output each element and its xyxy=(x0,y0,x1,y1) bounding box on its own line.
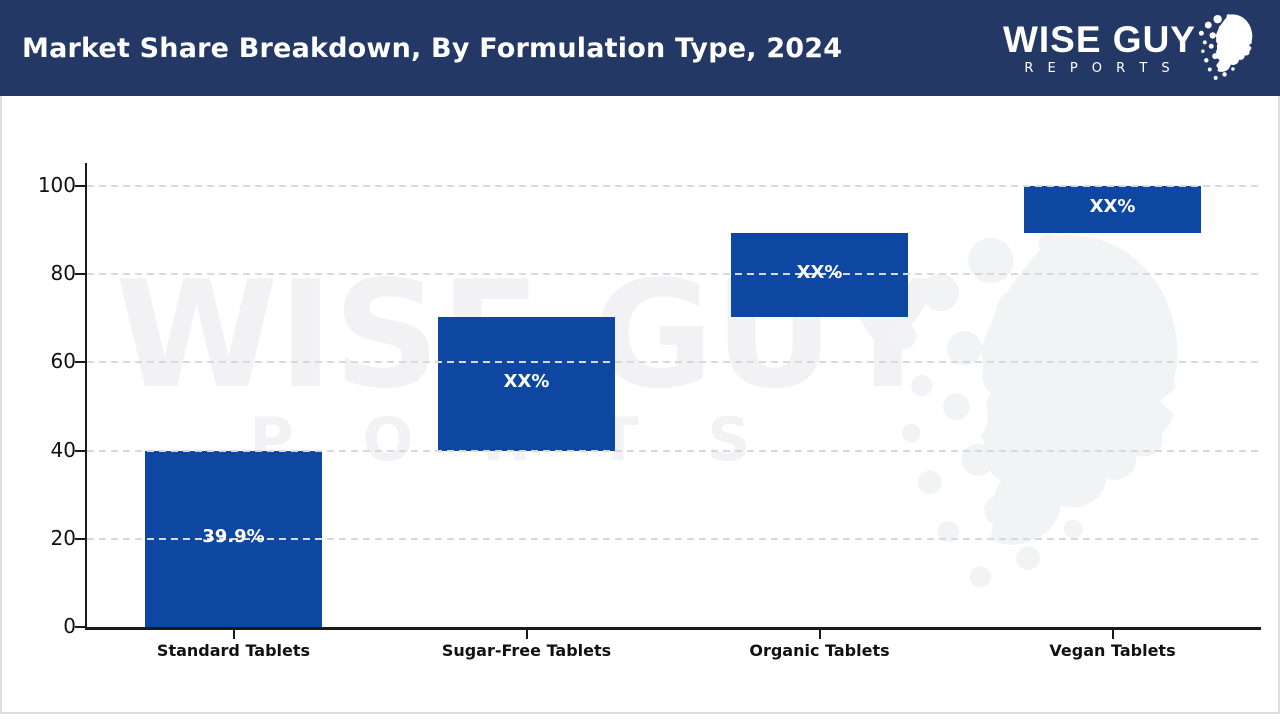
watermark-head-icon xyxy=(889,233,1178,588)
logo-wordmark: WISE GUY xyxy=(1002,19,1196,60)
gridline xyxy=(87,537,1259,540)
y-axis-tick xyxy=(75,626,85,628)
bar-segment xyxy=(438,317,615,451)
x-axis-category-label: Standard Tablets xyxy=(156,641,311,660)
bar-value-label: 39.9% xyxy=(202,525,265,547)
frame-bottom xyxy=(0,712,1280,714)
y-axis-tick xyxy=(75,361,85,364)
frame-left xyxy=(0,96,2,714)
y-axis-spine xyxy=(85,163,87,630)
x-axis-category-label: Sugar-Free Tablets xyxy=(441,641,612,660)
x-axis-category-label: Vegan Tablets xyxy=(1049,641,1176,660)
logo-subtext: R E P O R T S xyxy=(1024,61,1175,76)
dotted-head-icon xyxy=(1198,14,1253,80)
y-axis-tick-label: 0 xyxy=(63,614,76,638)
y-axis-tick xyxy=(75,184,85,187)
bar-value-label: XX% xyxy=(503,370,550,392)
x-axis-spine xyxy=(85,627,1261,630)
y-axis-tick-label: 100 xyxy=(37,172,76,197)
gridline xyxy=(87,449,1259,452)
y-axis-tick-label: 20 xyxy=(50,525,76,550)
y-axis-tick xyxy=(75,449,85,452)
gridline xyxy=(87,273,1259,276)
y-axis-tick-label: 60 xyxy=(50,349,76,374)
x-axis-tick xyxy=(232,630,235,639)
y-axis-tick xyxy=(75,537,85,540)
frame-right xyxy=(1278,96,1280,714)
x-axis-tick xyxy=(1111,630,1114,639)
bar-value-label: XX% xyxy=(796,261,843,283)
y-axis-tick-label: 80 xyxy=(50,261,76,286)
x-axis-tick xyxy=(525,630,528,639)
logo-text: WISE GUY R E P O R T S xyxy=(1003,21,1196,75)
x-axis-tick xyxy=(818,630,821,639)
page-title: Market Share Breakdown, By Formulation T… xyxy=(22,32,843,64)
y-axis-tick-label: 40 xyxy=(50,437,76,462)
x-axis-category-label: Organic Tablets xyxy=(749,641,890,660)
header: Market Share Breakdown, By Formulation T… xyxy=(0,0,1280,96)
gridline xyxy=(87,184,1259,187)
bar-value-label: XX% xyxy=(1089,196,1136,218)
gridline xyxy=(87,361,1259,364)
bar-segment xyxy=(1024,185,1201,233)
wise-guy-reports-logo: WISE GUY R E P O R T S xyxy=(1003,6,1266,90)
y-axis-tick xyxy=(75,273,85,276)
